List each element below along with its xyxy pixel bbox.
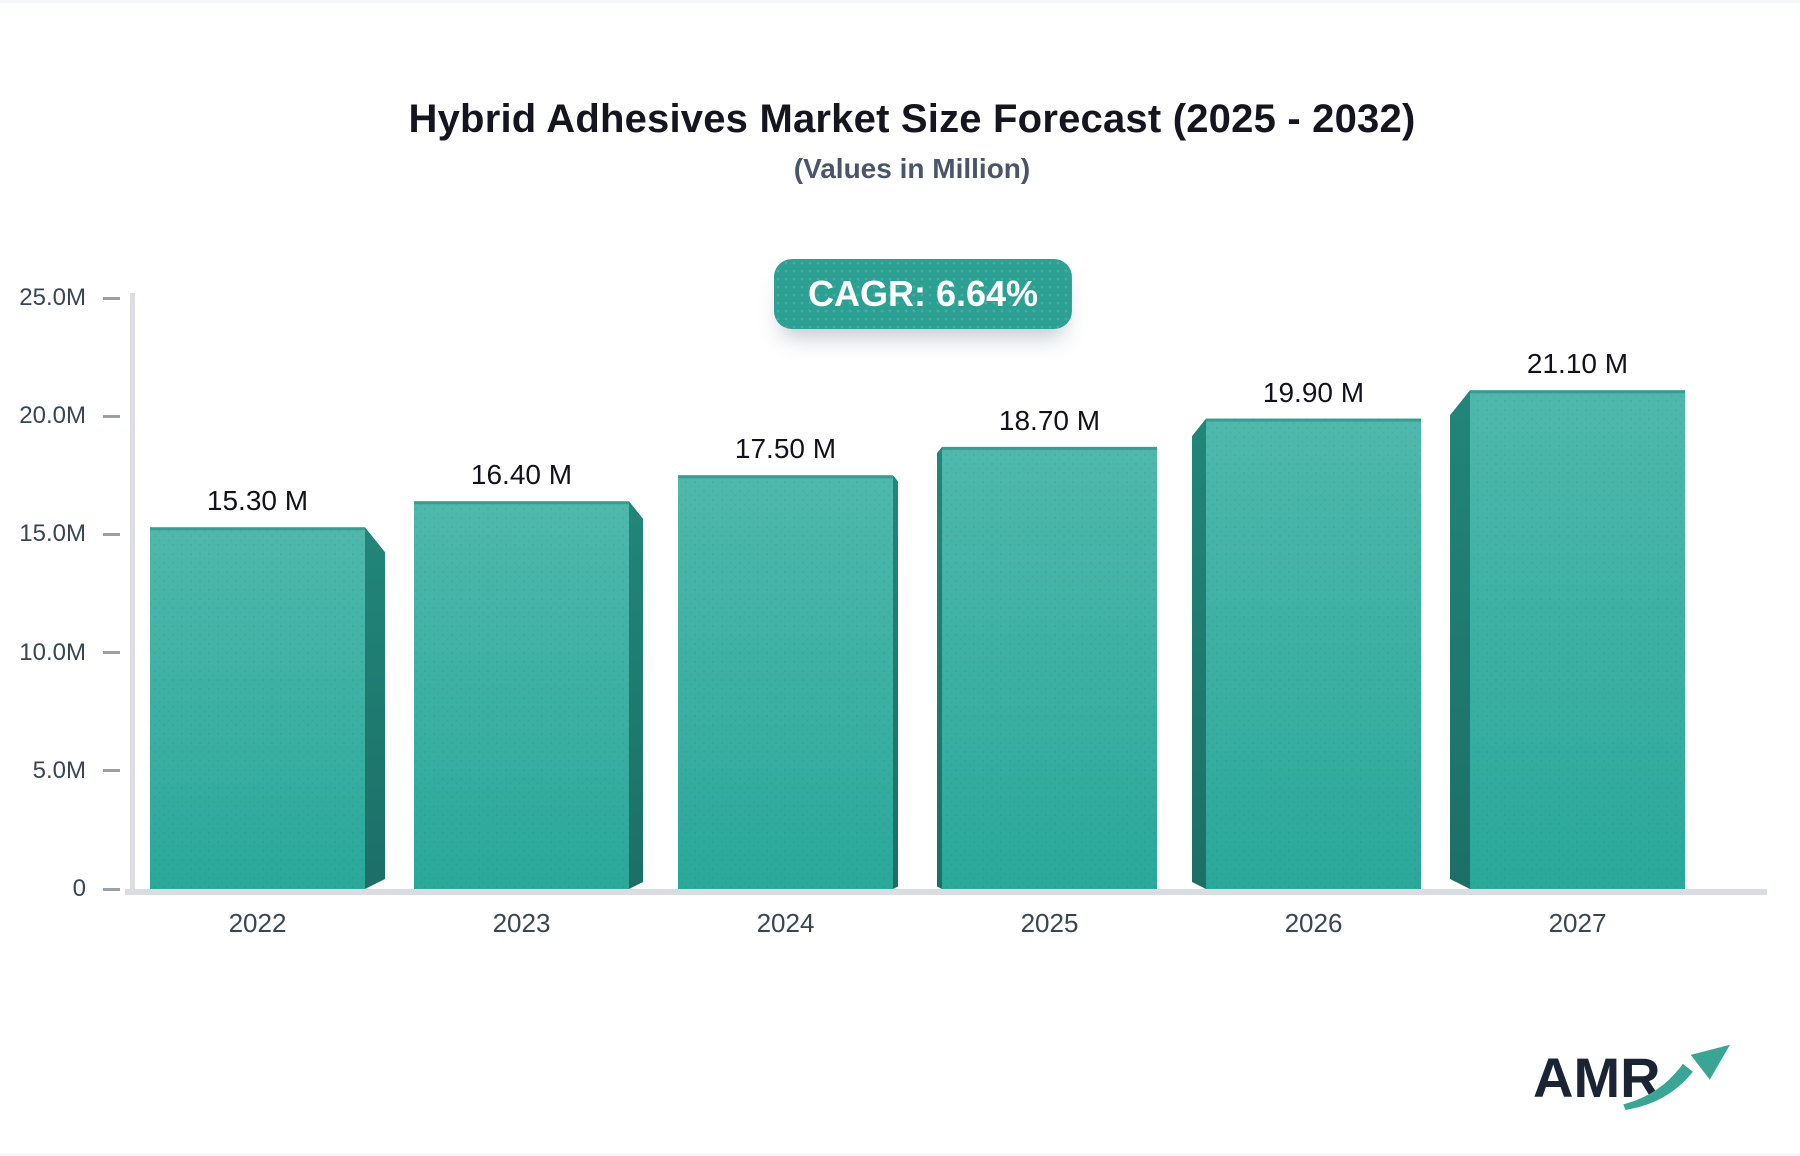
bar-texture — [414, 501, 629, 889]
bar-2023 — [414, 501, 643, 889]
bar-2026 — [1192, 418, 1421, 889]
x-axis-label: 2024 — [756, 908, 815, 938]
bar-side-face — [1450, 390, 1470, 889]
bar-texture — [150, 527, 365, 889]
bar-value-label: 18.70 M — [998, 404, 1101, 436]
bar-2024 — [678, 475, 898, 889]
y-tick-label: 0 — [72, 875, 86, 902]
bar-value-label: 15.30 M — [206, 485, 309, 517]
x-axis-label: 2025 — [1020, 908, 1079, 938]
y-tick-label: 10.0M — [19, 638, 86, 666]
chart-subtitle: (Values in Million) — [793, 153, 1031, 184]
x-axis-line — [125, 889, 1767, 895]
y-tick-dash — [103, 532, 120, 536]
y-axis-line — [130, 293, 135, 895]
y-tick-dash — [103, 651, 120, 655]
x-axis-label: 2027 — [1548, 908, 1607, 938]
bar-2025 — [937, 446, 1157, 889]
y-tick-label: 15.0M — [19, 520, 86, 548]
bar-texture — [678, 475, 893, 889]
bar-value-label: 16.40 M — [470, 459, 573, 491]
bar-side-face — [629, 501, 643, 889]
bar-chart-plot — [150, 390, 1685, 889]
x-axis-label: 2023 — [492, 908, 551, 938]
y-tick-dash — [103, 414, 120, 418]
bar-2022 — [150, 527, 385, 889]
amr-logo-text: AMR — [1533, 1046, 1661, 1109]
bar-side-face — [937, 446, 942, 889]
bar-2027 — [1450, 390, 1685, 889]
y-tick-label: 5.0M — [32, 756, 86, 784]
y-tick-dash — [103, 769, 120, 773]
bar-value-label: 17.50 M — [734, 433, 837, 465]
chart-title: Hybrid Adhesives Market Size Forecast (2… — [408, 97, 1416, 141]
bar-side-face — [365, 527, 385, 889]
x-axis-label: 2022 — [228, 908, 287, 938]
amr-logo-growth-arrow-icon — [1623, 1044, 1731, 1110]
bar-side-face — [893, 475, 898, 889]
bar-texture — [1470, 390, 1685, 889]
y-tick-dash — [103, 887, 120, 891]
y-tick-label: 25.0M — [19, 284, 86, 311]
bar-side-face — [1192, 418, 1206, 889]
y-tick-dash — [103, 296, 120, 300]
bar-value-label: 19.90 M — [1262, 376, 1365, 408]
x-axis-label: 2026 — [1284, 908, 1343, 938]
cagr-badge: CAGR: 6.64% — [773, 259, 1073, 329]
bar-texture — [1206, 418, 1421, 889]
amr-logo: AMR — [1533, 1044, 1733, 1135]
bar-value-label: 21.10 M — [1526, 348, 1629, 380]
y-tick-label: 20.0M — [19, 402, 86, 430]
bar-texture — [942, 446, 1157, 889]
